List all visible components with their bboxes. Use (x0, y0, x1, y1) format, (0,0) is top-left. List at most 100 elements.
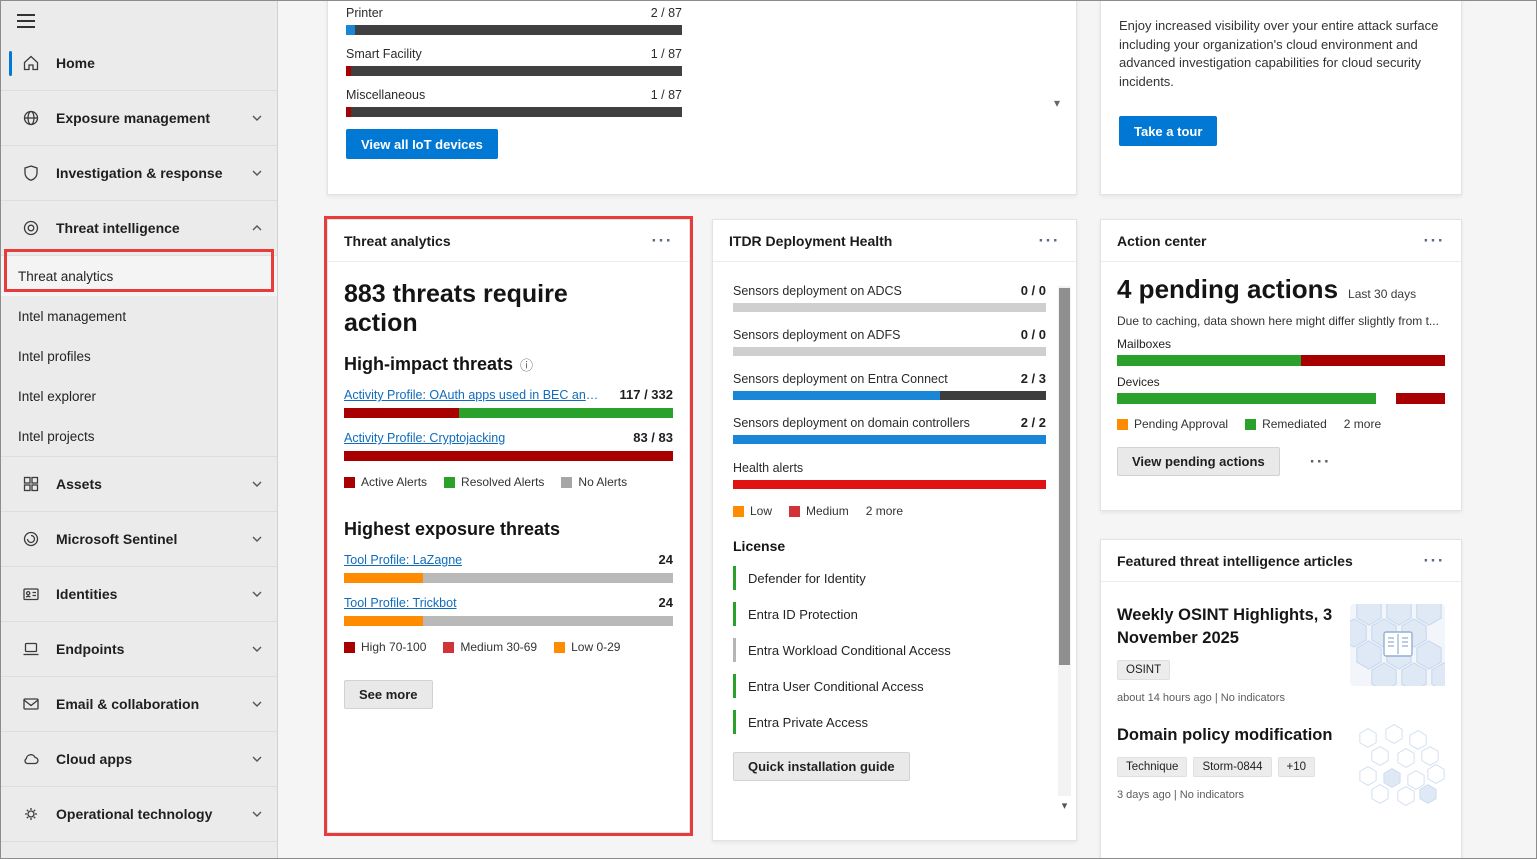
threat-link[interactable]: Activity Profile: Cryptojacking (344, 431, 506, 445)
sensor-label: Sensors deployment on Entra Connect (733, 372, 948, 386)
threat-link[interactable]: Tool Profile: LaZagne (344, 553, 463, 567)
article-thumbnail (1350, 724, 1445, 807)
sidebar-item-home[interactable]: Home (1, 36, 277, 91)
health-legend: Low Medium 2 more (733, 504, 1046, 518)
threat-bar (344, 451, 673, 461)
license-label: Entra User Conditional Access (748, 678, 924, 694)
sub-item-label: Intel management (18, 308, 127, 324)
legend-swatch (733, 505, 744, 517)
sidebar-item-investigation-response[interactable]: Investigation & response (1, 146, 277, 201)
scroll-down-icon[interactable]: ▾ (1053, 96, 1060, 110)
bar-label: Devices (1117, 375, 1160, 389)
iot-category-value: 1 / 87 (650, 88, 682, 102)
info-icon[interactable]: ⓘ (520, 358, 534, 373)
scroll-down-icon[interactable]: ▾ (1061, 800, 1068, 812)
more-options-icon[interactable]: ··· (1038, 231, 1060, 250)
identities-icon (21, 584, 41, 604)
threat-link[interactable]: Tool Profile: Trickbot (344, 596, 457, 610)
high-impact-heading: High-impact threats (344, 354, 514, 374)
article-title[interactable]: Domain policy modification (1117, 726, 1333, 745)
license-status-bar (733, 710, 736, 734)
sidebar-item-threat-intelligence[interactable]: Threat intelligence (1, 201, 277, 256)
sidebar-item-intel-projects[interactable]: Intel projects (1, 416, 277, 456)
license-status-bar (733, 602, 736, 626)
license-status-bar (733, 674, 736, 698)
sidebar-item-email-collaboration[interactable]: Email & collaboration (1, 677, 277, 732)
gear-icon (21, 804, 41, 824)
legend-swatch (444, 476, 456, 488)
view-pending-actions-button[interactable]: View pending actions (1117, 447, 1280, 476)
more-options-icon[interactable]: ··· (1423, 551, 1445, 570)
highest-exposure-heading: Highest exposure threats (344, 519, 561, 539)
iot-category-label: Smart Facility (346, 47, 422, 61)
sensor-value: 2 / 2 (1020, 415, 1046, 430)
sidebar-item-threat-analytics[interactable]: Threat analytics (1, 256, 277, 296)
legend-label: Remediated (1262, 417, 1327, 431)
sensor-bar (733, 391, 1046, 400)
threat-link[interactable]: Activity Profile: OAuth apps used in BEC… (344, 388, 602, 402)
legend-more[interactable]: 2 more (865, 504, 904, 518)
sidebar-item-intel-management[interactable]: Intel management (1, 296, 277, 336)
cloud-visibility-card: Enjoy increased visibility over your ent… (1100, 1, 1462, 195)
license-label: Entra Workload Conditional Access (748, 642, 951, 658)
sensor-label: Sensors deployment on domain controllers (733, 416, 970, 430)
legend-label: Medium 30-69 (460, 640, 538, 654)
mailboxes-bar (1117, 355, 1445, 366)
legend-label: Active Alerts (361, 475, 428, 489)
devices-bar (1117, 393, 1445, 404)
iot-row: Printer 2 / 87 (346, 6, 682, 35)
sidebar-item-operational-technology[interactable]: Operational technology (1, 787, 277, 842)
iot-row: Miscellaneous 1 / 87 (346, 88, 682, 117)
sidebar-item-label: Identities (56, 586, 118, 602)
see-more-button[interactable]: See more (344, 680, 433, 709)
sensor-bar (733, 303, 1046, 312)
action-legend: Pending Approval Remediated 2 more (1117, 417, 1445, 431)
sidebar-item-intel-explorer[interactable]: Intel explorer (1, 376, 277, 416)
bar-label: Mailboxes (1117, 337, 1172, 351)
sidebar-item-microsoft-sentinel[interactable]: Microsoft Sentinel (1, 512, 277, 567)
take-a-tour-button[interactable]: Take a tour (1119, 116, 1218, 146)
legend-label: Low (750, 504, 773, 518)
iot-devices-card: Printer 2 / 87 Smart Facility 1 / 87 (327, 1, 1077, 195)
sidebar-item-cloud-apps[interactable]: Cloud apps (1, 732, 277, 787)
endpoints-icon (21, 639, 41, 659)
sidebar-item-intel-profiles[interactable]: Intel profiles (1, 336, 277, 376)
legend-label: Pending Approval (1134, 417, 1229, 431)
view-all-iot-devices-button[interactable]: View all IoT devices (346, 129, 498, 159)
sensor-bar (733, 347, 1046, 356)
legend-label: Low 0-29 (571, 640, 621, 654)
chevron-down-icon (251, 167, 263, 179)
legend-label: No Alerts (578, 475, 628, 489)
sidebar-item-label: Investigation & response (56, 165, 223, 181)
sidebar: Home Exposure management Investigation &… (1, 1, 278, 858)
sidebar-item-exposure-management[interactable]: Exposure management (1, 91, 277, 146)
license-label: Entra ID Protection (748, 606, 858, 622)
quick-installation-guide-button[interactable]: Quick installation guide (733, 752, 910, 781)
license-label: Defender for Identity (748, 570, 866, 586)
menu-icon[interactable] (17, 14, 35, 28)
legend-label: High 70-100 (361, 640, 427, 654)
sidebar-item-identities[interactable]: Identities (1, 567, 277, 622)
license-status-bar (733, 638, 736, 662)
cloud-icon (21, 749, 41, 769)
alerts-legend: Active Alerts Resolved Alerts No Alerts (344, 475, 673, 489)
sensor-value: 0 / 0 (1020, 327, 1046, 342)
scrollbar[interactable] (1058, 286, 1071, 796)
threat-value: 24 (658, 595, 673, 610)
more-options-icon[interactable]: ··· (651, 231, 673, 250)
threat-value: 117 / 332 (619, 387, 674, 402)
chevron-down-icon (251, 112, 263, 124)
sensor-value: 0 / 0 (1020, 283, 1046, 298)
legend-more[interactable]: 2 more (1343, 417, 1382, 431)
shield-icon (21, 163, 41, 183)
sidebar-item-label: Microsoft Sentinel (56, 531, 178, 547)
sidebar-item-endpoints[interactable]: Endpoints (1, 622, 277, 677)
chevron-down-icon (251, 698, 263, 710)
more-options-icon[interactable]: ··· (1309, 452, 1332, 471)
sidebar-item-assets[interactable]: Assets (1, 457, 277, 512)
license-heading: License (733, 538, 786, 554)
scrollbar-thumb[interactable] (1059, 288, 1070, 666)
more-options-icon[interactable]: ··· (1423, 231, 1445, 250)
article-title[interactable]: Weekly OSINT Highlights, 3 November 2025 (1117, 606, 1333, 648)
